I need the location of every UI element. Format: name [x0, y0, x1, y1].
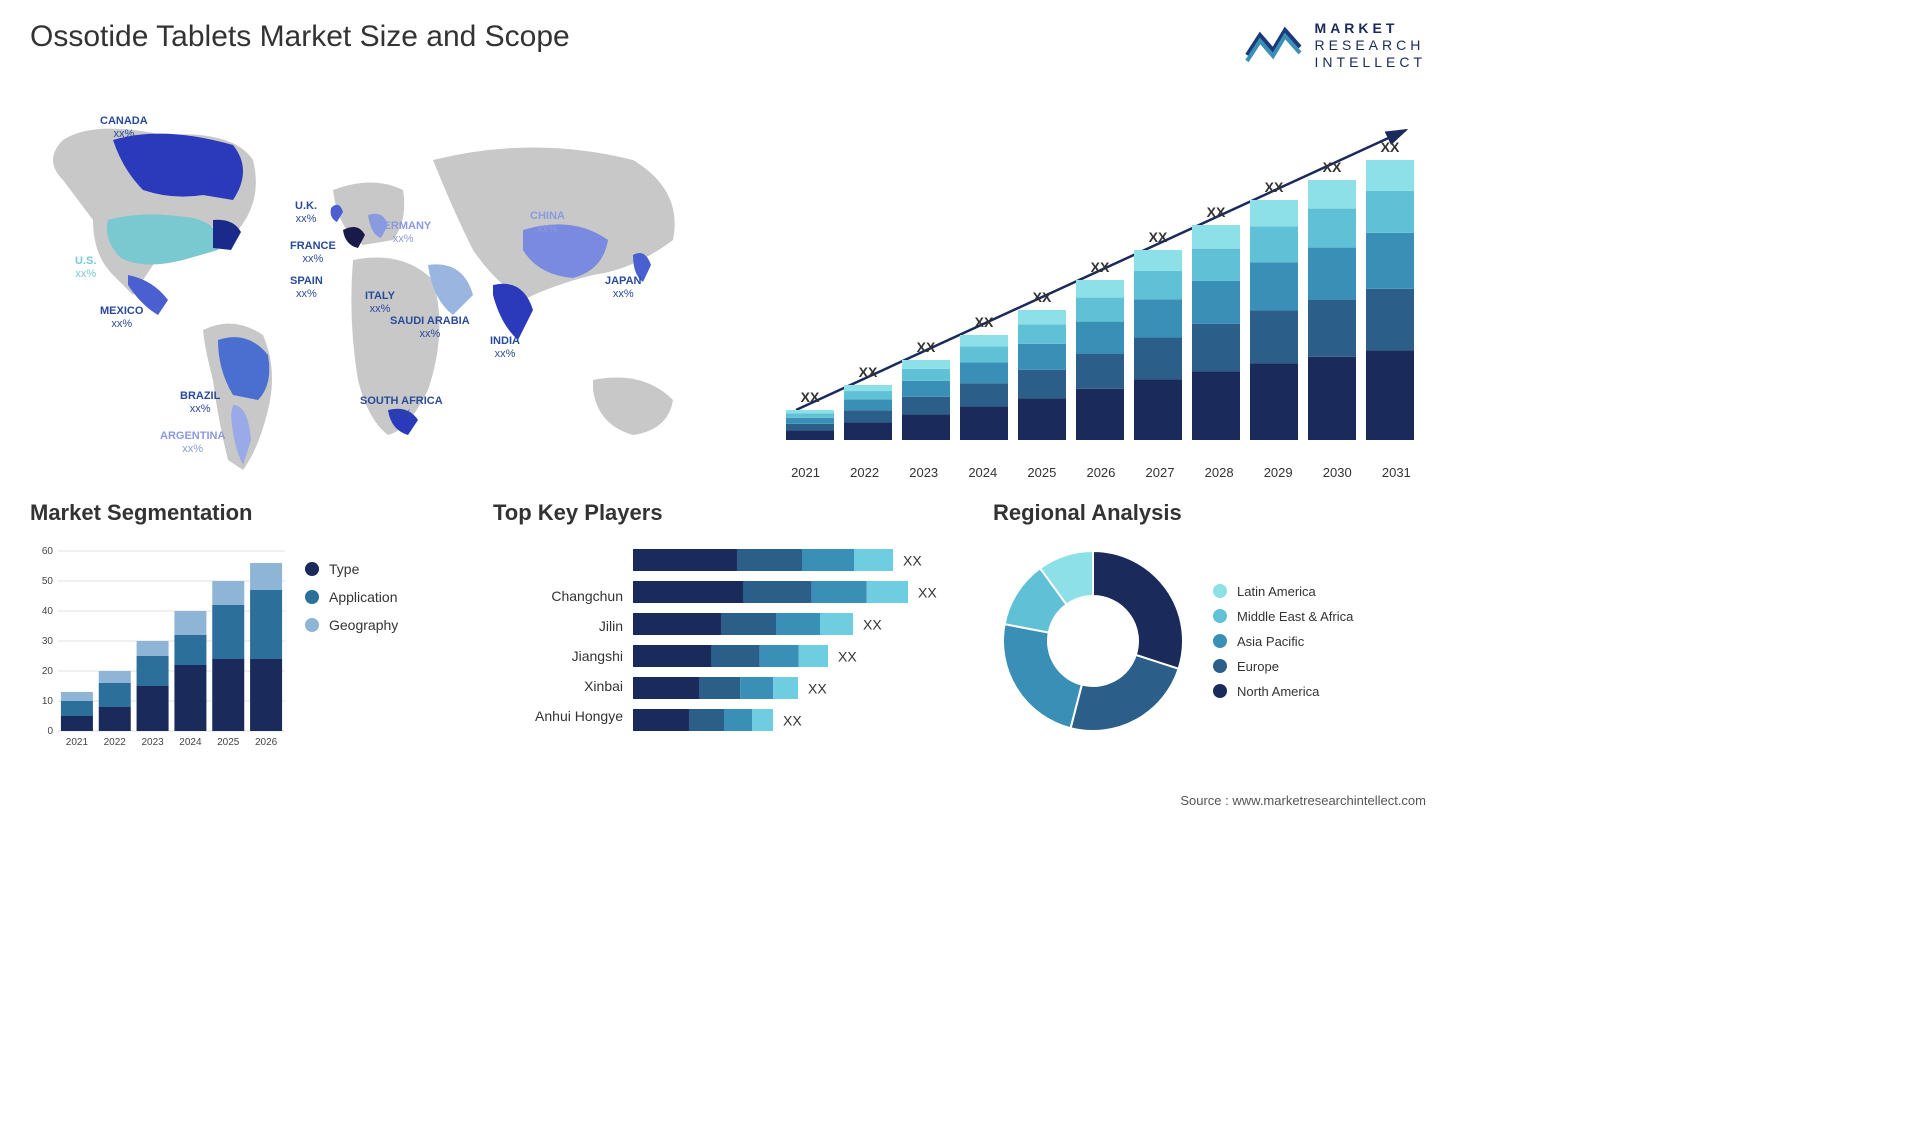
svg-text:XX: XX [801, 389, 820, 405]
map-label-brazil: BRAZILxx% [180, 390, 220, 416]
regional-legend: Latin America Middle East & Africa Asia Pa… [1213, 584, 1353, 699]
svg-text:XX: XX [863, 617, 882, 633]
svg-text:XX: XX [808, 681, 827, 697]
page-title: Ossotide Tablets Market Size and Scope [30, 20, 570, 54]
map-label-germany: GERMANYxx% [375, 220, 431, 246]
svg-text:XX: XX [1091, 259, 1110, 275]
map-label-canada: CANADAxx% [100, 115, 148, 141]
player-label-jilin: Jilin [493, 611, 623, 641]
svg-text:50: 50 [42, 576, 54, 587]
brand-logo: MARKET RESEARCH INTELLECT [1245, 20, 1426, 70]
svg-text:XX: XX [918, 585, 937, 601]
brand-text: MARKET RESEARCH INTELLECT [1315, 20, 1426, 70]
growth-year-2021: 2021 [791, 465, 820, 480]
segmentation-chart: 0 10 20 30 40 50 60 2021 2022 2023 2024 2025 2026 [30, 541, 290, 751]
regional-legend-asia-pacific: Asia Pacific [1213, 634, 1353, 649]
player-label-xinbai: Xinbai [493, 671, 623, 701]
player-label-changchun: Changchun [493, 581, 623, 611]
svg-text:XX: XX [859, 364, 878, 380]
growth-year-2031: 2031 [1382, 465, 1411, 480]
map-label-japan: JAPANxx% [605, 275, 641, 301]
map-label-italy: ITALYxx% [365, 290, 395, 316]
svg-text:XX: XX [975, 314, 994, 330]
map-label-saudiarabia: SAUDI ARABIAxx% [390, 315, 470, 341]
map-label-us: U.S.xx% [75, 255, 96, 281]
svg-text:XX: XX [838, 649, 857, 665]
svg-text:30: 30 [42, 636, 54, 647]
svg-text:XX: XX [1149, 229, 1168, 245]
players-chart: XX XX XX XX XX XX [633, 541, 963, 751]
segmentation-section: Market Segmentation 0 10 20 30 40 50 60 2021 202… [30, 500, 463, 780]
map-label-china: CHINAxx% [530, 210, 565, 236]
regional-title: Regional Analysis [993, 500, 1426, 526]
svg-text:XX: XX [1265, 179, 1284, 195]
map-label-argentina: ARGENTINAxx% [160, 430, 225, 456]
svg-text:XX: XX [783, 713, 802, 729]
growth-year-2027: 2027 [1146, 465, 1175, 480]
players-section: Top Key Players ChangchunJilinJiangshiXi… [493, 500, 963, 780]
growth-year-2028: 2028 [1205, 465, 1234, 480]
svg-text:XX: XX [1381, 139, 1400, 155]
growth-year-2025: 2025 [1027, 465, 1056, 480]
growth-year-2026: 2026 [1086, 465, 1115, 480]
bottom-row: Market Segmentation 0 10 20 30 40 50 60 2021 202… [30, 500, 1426, 780]
top-row: CANADAxx% U.S.xx% MEXICOxx% BRAZILxx% ARGENT… [30, 100, 1426, 480]
world-map-area: CANADAxx% U.S.xx% MEXICOxx% BRAZILxx% ARGENT… [30, 100, 736, 480]
map-label-southafrica: SOUTH AFRICAxx% [360, 395, 443, 421]
growth-year-2030: 2030 [1323, 465, 1352, 480]
svg-text:0: 0 [47, 726, 53, 737]
svg-text:XX: XX [1207, 204, 1226, 220]
regional-legend-north-america: North America [1213, 684, 1353, 699]
svg-text:2024: 2024 [179, 737, 202, 748]
svg-text:XX: XX [903, 553, 922, 569]
segmentation-legend: Type Application Geography [305, 541, 398, 751]
svg-text:2025: 2025 [217, 737, 240, 748]
players-title: Top Key Players [493, 500, 963, 526]
svg-text:2022: 2022 [104, 737, 127, 748]
map-label-france: FRANCExx% [290, 240, 336, 266]
player-label-anhui-hongye: Anhui Hongye [493, 701, 623, 731]
segmentation-title: Market Segmentation [30, 500, 463, 526]
seg-legend-type: Type [305, 561, 398, 577]
map-label-uk: U.K.xx% [295, 200, 317, 226]
growth-year-2029: 2029 [1264, 465, 1293, 480]
map-label-spain: SPAINxx% [290, 275, 323, 301]
svg-text:2026: 2026 [255, 737, 278, 748]
regional-legend-latin-america: Latin America [1213, 584, 1353, 599]
players-labels: ChangchunJilinJiangshiXinbaiAnhui Hongye [493, 541, 623, 731]
growth-year-2022: 2022 [850, 465, 879, 480]
svg-text:10: 10 [42, 696, 54, 707]
source-text: Source : www.marketresearchintellect.com [1180, 793, 1426, 808]
brand-icon [1245, 25, 1305, 65]
regional-section: Regional Analysis Latin America Middle Ea… [993, 500, 1426, 780]
svg-text:40: 40 [42, 606, 54, 617]
header: Ossotide Tablets Market Size and Scope M… [30, 20, 1426, 80]
growth-x-labels: 2021 2022 2023 2024 2025 2026 2027 2028 2029 2030… [776, 465, 1426, 480]
svg-text:2021: 2021 [66, 737, 89, 748]
seg-legend-geography: Geography [305, 617, 398, 633]
regional-donut [993, 541, 1193, 741]
svg-text:XX: XX [1033, 289, 1052, 305]
growth-chart: XX XX XX XX XX XX XX XX XX XX XX [776, 100, 1426, 460]
growth-year-2023: 2023 [909, 465, 938, 480]
map-label-mexico: MEXICOxx% [100, 305, 143, 331]
svg-text:2023: 2023 [141, 737, 164, 748]
player-label-jiangshi: Jiangshi [493, 641, 623, 671]
map-label-india: INDIAxx% [490, 335, 520, 361]
regional-legend-middle-east---africa: Middle East & Africa [1213, 609, 1353, 624]
svg-text:XX: XX [1323, 159, 1342, 175]
svg-text:20: 20 [42, 666, 54, 677]
growth-chart-area: XXXXXXXXXXXXXXXXXXXXXX 20212022202320242… [776, 100, 1426, 480]
svg-text:XX: XX [917, 339, 936, 355]
growth-year-2024: 2024 [968, 465, 997, 480]
seg-legend-application: Application [305, 589, 398, 605]
svg-text:60: 60 [42, 546, 54, 557]
regional-legend-europe: Europe [1213, 659, 1353, 674]
